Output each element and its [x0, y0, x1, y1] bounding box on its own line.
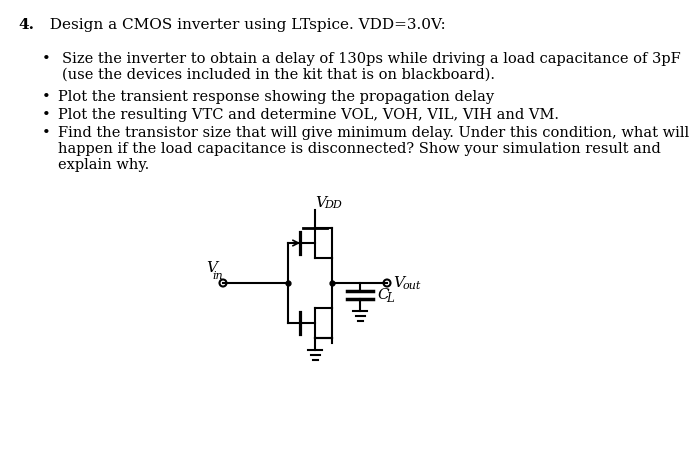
Text: (use the devices included in the kit that is on blackboard).: (use the devices included in the kit tha… [62, 68, 495, 82]
Text: V: V [393, 276, 404, 290]
Text: explain why.: explain why. [58, 158, 150, 172]
Text: •: • [42, 126, 51, 140]
Text: C: C [377, 288, 389, 302]
Text: in: in [212, 271, 223, 281]
Text: L: L [386, 291, 394, 305]
Text: Size the inverter to obtain a delay of 130ps while driving a load capacitance of: Size the inverter to obtain a delay of 1… [62, 52, 681, 66]
Text: Find the transistor size that will give minimum delay. Under this condition, wha: Find the transistor size that will give … [58, 126, 689, 140]
Text: Design a CMOS inverter using LTspice. VDD=3.0V:: Design a CMOS inverter using LTspice. VD… [40, 18, 446, 32]
Text: V: V [206, 261, 217, 275]
Text: •: • [42, 108, 51, 122]
Text: •: • [42, 52, 51, 66]
Text: Plot the resulting VTC and determine VOL, VOH, VIL, VIH and VM.: Plot the resulting VTC and determine VOL… [58, 108, 559, 122]
Text: V: V [315, 196, 326, 210]
Text: •: • [42, 90, 51, 104]
Text: DD: DD [324, 200, 342, 210]
Text: Plot the transient response showing the propagation delay: Plot the transient response showing the … [58, 90, 494, 104]
Text: out: out [403, 281, 421, 291]
Text: happen if the load capacitance is disconnected? Show your simulation result and: happen if the load capacitance is discon… [58, 142, 661, 156]
Text: 4.: 4. [18, 18, 34, 32]
